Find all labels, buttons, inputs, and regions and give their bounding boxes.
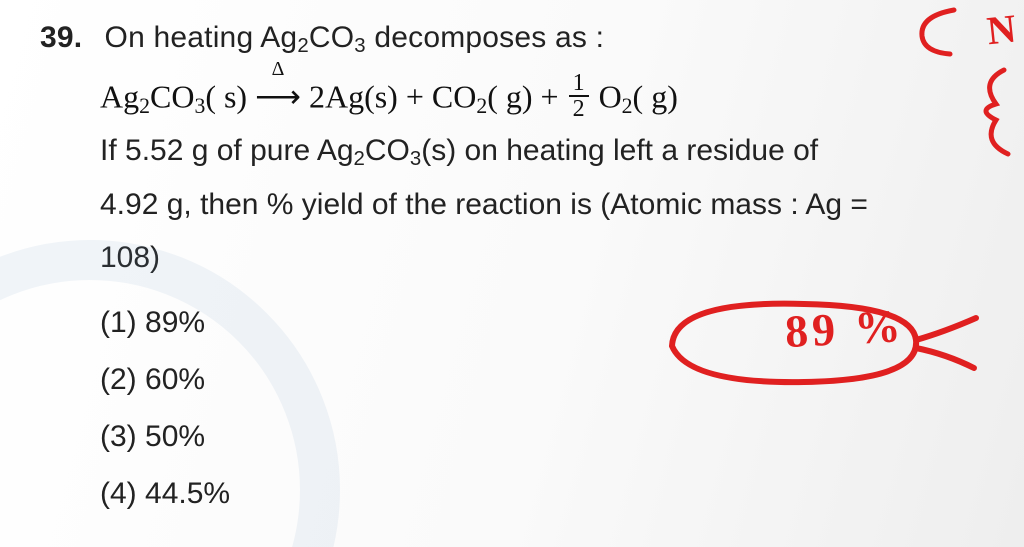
option-text: 50% bbox=[145, 420, 205, 453]
option-3: (3) 50% bbox=[100, 408, 996, 465]
body-line-3: 108) bbox=[100, 237, 996, 280]
question-stem: On heating Ag2CO3 decomposes as : bbox=[105, 21, 605, 54]
option-key: (3) bbox=[100, 420, 137, 453]
option-key: (4) bbox=[100, 477, 137, 510]
reaction-arrow: Δ ⟶ bbox=[255, 72, 301, 120]
question-line: 39. On heating Ag2CO3 decomposes as : bbox=[40, 18, 996, 61]
option-key: (2) bbox=[100, 363, 137, 396]
option-2: (2) 60% bbox=[100, 351, 996, 408]
body-line-1: If 5.52 g of pure Ag2CO3(s) on heating l… bbox=[100, 130, 996, 174]
fraction-den: 2 bbox=[569, 97, 589, 121]
options: (1) 89% (2) 60% (3) 50% (4) 44.5% bbox=[100, 294, 996, 522]
option-4: (4) 44.5% bbox=[100, 465, 996, 522]
option-1: (1) 89% bbox=[100, 294, 996, 351]
option-text: 44.5% bbox=[145, 477, 230, 510]
fraction-num: 1 bbox=[569, 71, 589, 97]
equation: Ag2CO3( s) Δ ⟶ 2Ag(s) + CO2( g) + 1 2 O2… bbox=[100, 71, 996, 123]
body-line-2: 4.92 g, then % yield of the reaction is … bbox=[100, 184, 996, 227]
option-key: (1) bbox=[100, 306, 137, 339]
delta-symbol: Δ bbox=[272, 55, 285, 85]
option-text: 89% bbox=[145, 306, 205, 339]
question-number: 39. bbox=[40, 18, 96, 59]
option-text: 60% bbox=[145, 363, 205, 396]
page: 39. On heating Ag2CO3 decomposes as : Ag… bbox=[0, 0, 1024, 547]
fraction-half: 1 2 bbox=[569, 71, 589, 121]
